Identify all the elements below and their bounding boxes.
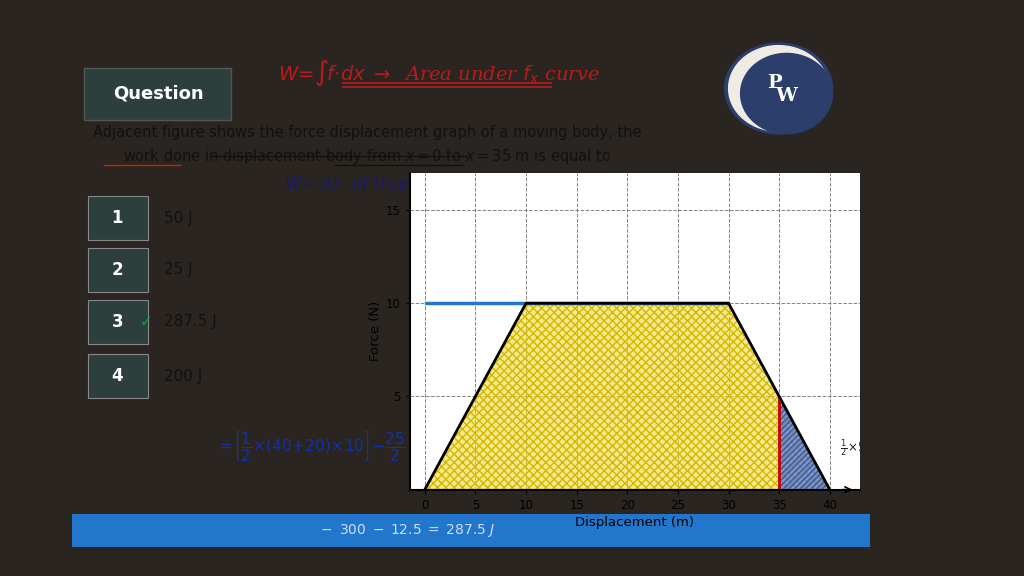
FancyBboxPatch shape [84,67,231,119]
Text: 3: 3 [112,313,123,331]
Ellipse shape [729,46,828,131]
FancyBboxPatch shape [88,300,147,344]
Text: 287.5 J: 287.5 J [164,314,216,329]
Text: $=\!\left[\dfrac{1}{2}\!\times\!(40\!+\!20)\!\times\!10\right]\!-\!\dfrac{25}{2}: $=\!\left[\dfrac{1}{2}\!\times\!(40\!+\!… [217,429,406,463]
Polygon shape [425,303,829,490]
FancyBboxPatch shape [88,248,147,292]
Ellipse shape [740,54,833,134]
Text: 200 J: 200 J [164,369,202,384]
Text: $\frac{1}{2}\!\times\!5\!\times\!5$: $\frac{1}{2}\!\times\!5\!\times\!5$ [840,438,884,460]
Text: 2: 2 [112,261,123,279]
Text: 4: 4 [112,367,123,385]
FancyBboxPatch shape [88,196,147,240]
Ellipse shape [725,43,833,134]
Text: Adjacent figure shows the force displacement graph of a moving body, the
work do: Adjacent figure shows the force displace… [93,125,641,166]
Polygon shape [779,396,829,490]
Text: 25 J: 25 J [164,262,193,278]
Text: P: P [767,74,782,92]
FancyBboxPatch shape [88,354,147,399]
Text: $W\!=\!$ Ar. of trap $-$ Ar. of $\Delta$: $W\!=\!$ Ar. of trap $-$ Ar. of $\Delta$ [285,174,498,195]
Text: $- \;\; 300 \;-\; 12.5 \;=\; 287.5\;J$: $- \;\; 300 \;-\; 12.5 \;=\; 287.5\;J$ [319,522,495,539]
Y-axis label: Force (N): Force (N) [369,301,382,361]
Text: 1: 1 [112,209,123,227]
FancyBboxPatch shape [72,514,870,547]
Text: $W\!=\!\int\!f\!\cdot\!dx \;\rightarrow\;$ Area under $f_x$ curve: $W\!=\!\int\!f\!\cdot\!dx \;\rightarrow\… [278,58,600,88]
Text: 50 J: 50 J [164,210,193,226]
Text: W: W [775,87,798,105]
Text: ✓: ✓ [139,314,153,329]
Text: Question: Question [113,85,203,103]
X-axis label: Displacement (m): Displacement (m) [575,516,694,529]
